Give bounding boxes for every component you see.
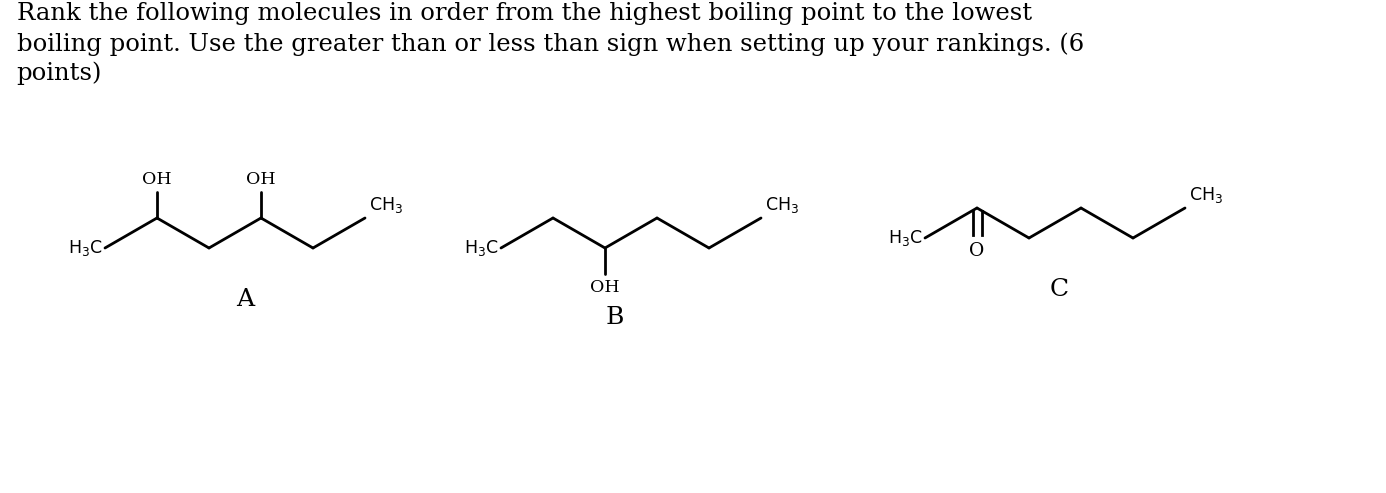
Text: $\mathrm{CH_3}$: $\mathrm{CH_3}$ — [1189, 185, 1222, 205]
Text: $\mathrm{CH_3}$: $\mathrm{CH_3}$ — [369, 195, 403, 215]
Text: OH: OH — [590, 280, 620, 296]
Text: $\mathrm{CH_3}$: $\mathrm{CH_3}$ — [765, 195, 800, 215]
Text: $\mathrm{H_3C}$: $\mathrm{H_3C}$ — [68, 238, 103, 258]
Text: points): points) — [17, 62, 103, 85]
Text: $\mathrm{H_3C}$: $\mathrm{H_3C}$ — [464, 238, 499, 258]
Text: Rank the following molecules in order from the highest boiling point to the lowe: Rank the following molecules in order fr… — [17, 2, 1031, 26]
Text: OH: OH — [143, 172, 172, 188]
Text: A: A — [236, 288, 254, 312]
Text: boiling point. Use the greater than or less than sign when setting up your ranki: boiling point. Use the greater than or l… — [17, 32, 1084, 56]
Text: O: O — [969, 242, 984, 260]
Text: B: B — [606, 307, 624, 329]
Text: C: C — [1049, 279, 1069, 302]
Text: $\mathrm{H_3C}$: $\mathrm{H_3C}$ — [888, 228, 923, 248]
Text: OH: OH — [247, 172, 276, 188]
